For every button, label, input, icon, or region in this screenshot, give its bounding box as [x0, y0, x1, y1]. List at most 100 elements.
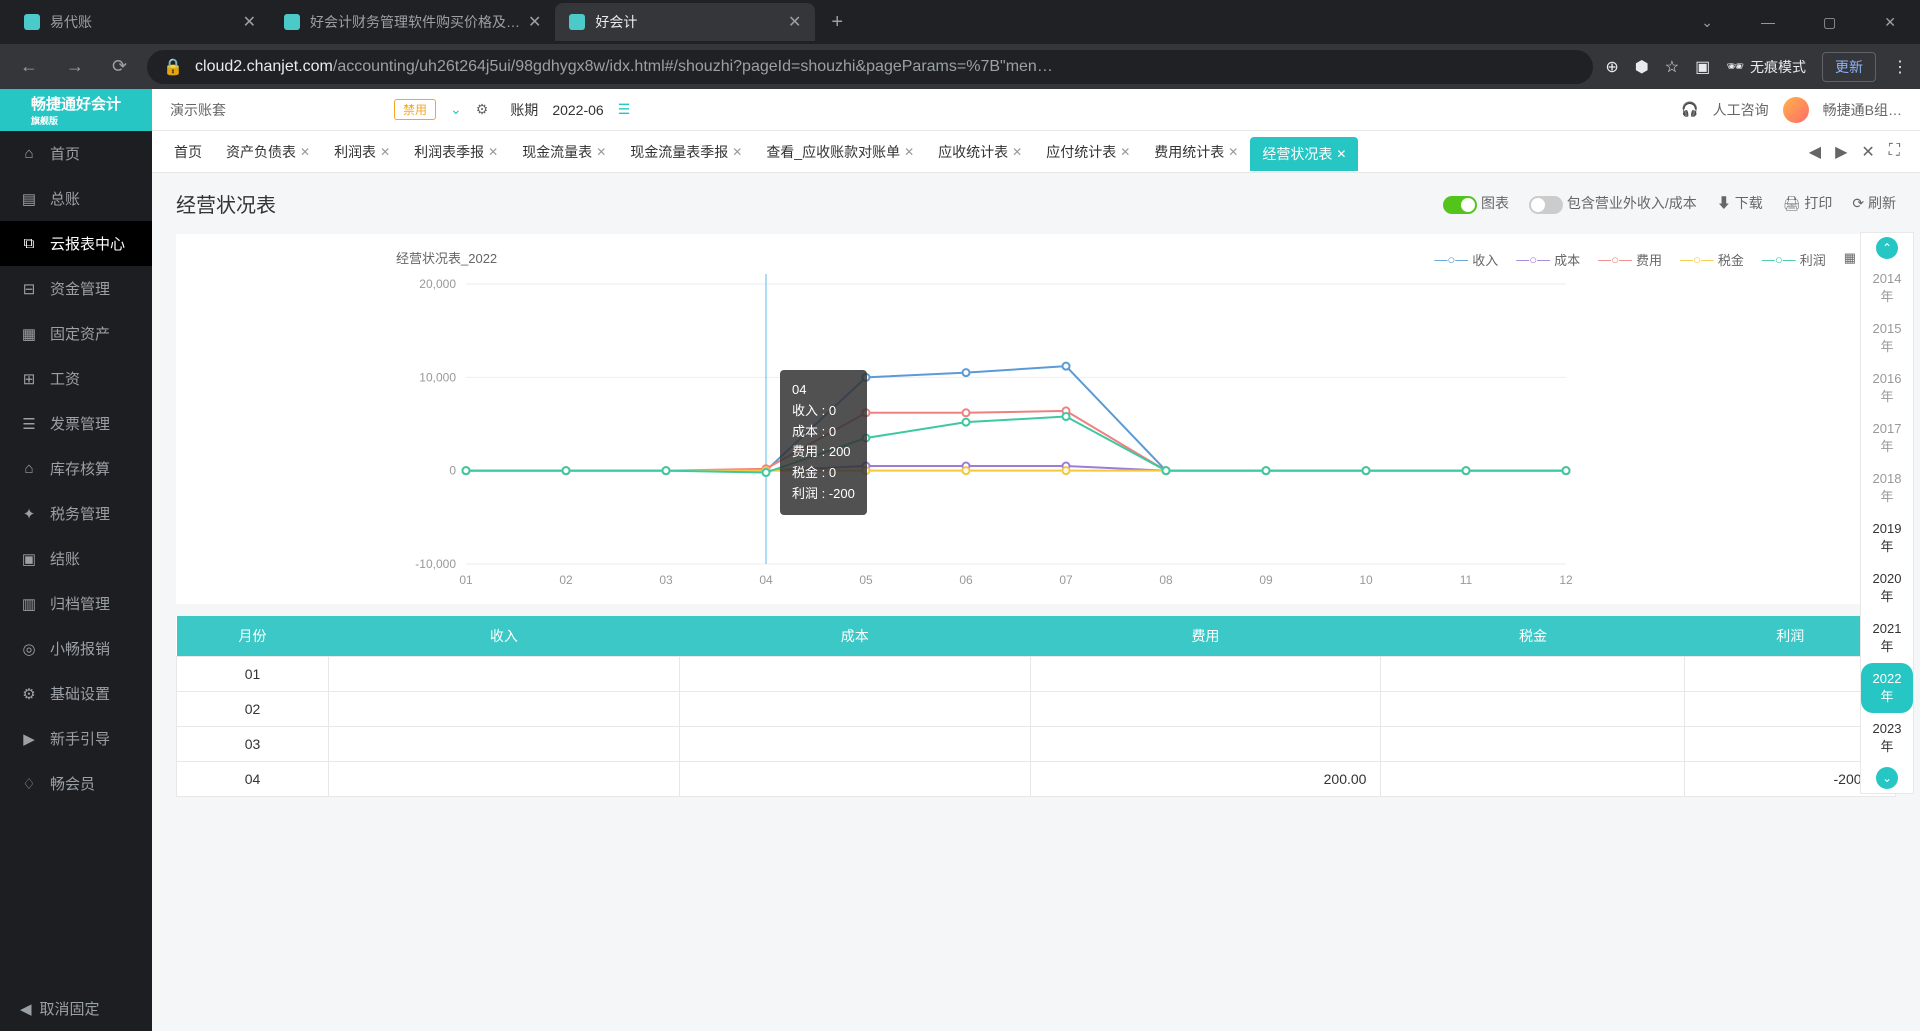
sidebar-item-税务管理[interactable]: ✦税务管理 — [0, 491, 152, 536]
year-item[interactable]: 2023年 — [1861, 713, 1913, 763]
sidebar-item-首页[interactable]: ⌂首页 — [0, 131, 152, 176]
sidebar-item-发票管理[interactable]: ☰发票管理 — [0, 401, 152, 446]
page-tab-close-icon[interactable]: ✕ — [904, 145, 914, 159]
year-item[interactable]: 2021年 — [1861, 613, 1913, 663]
page-tab-close-icon[interactable]: ✕ — [1120, 145, 1130, 159]
tab-title: 好会计 — [595, 12, 780, 32]
sidebar-pin-toggle[interactable]: ◀ 取消固定 — [0, 986, 152, 1031]
page-tab-close-icon[interactable]: ✕ — [1012, 145, 1022, 159]
browser-tab[interactable]: 好会计 ✕ — [555, 3, 815, 41]
update-button[interactable]: 更新 — [1822, 52, 1876, 82]
download-button[interactable]: ⬇ 下载 — [1717, 193, 1763, 213]
extra-toggle[interactable] — [1529, 196, 1563, 214]
sidebar-item-基础设置[interactable]: ⚙基础设置 — [0, 671, 152, 716]
sidebar-item-总账[interactable]: ▤总账 — [0, 176, 152, 221]
sidebar-item-归档管理[interactable]: ▥归档管理 — [0, 581, 152, 626]
account-dropdown-icon[interactable]: ⌄ — [450, 101, 462, 118]
sidebar-item-新手引导[interactable]: ▶新手引导 — [0, 716, 152, 761]
page-tab-现金流量表[interactable]: 现金流量表✕ — [510, 131, 618, 173]
legend-item[interactable]: —○—税金 — [1680, 250, 1744, 269]
page-tab-应付统计表[interactable]: 应付统计表✕ — [1034, 131, 1142, 173]
page-tab-close-icon[interactable]: ✕ — [380, 145, 390, 159]
tab-close-all-icon[interactable]: ✕ — [1861, 142, 1874, 162]
sidebar-item-畅会员[interactable]: ♢畅会员 — [0, 761, 152, 806]
new-tab-button[interactable]: + — [815, 11, 859, 34]
page-tab-费用统计表[interactable]: 费用统计表✕ — [1142, 131, 1250, 173]
tab-close-icon[interactable]: ✕ — [528, 12, 541, 32]
page-tab-利润表季报[interactable]: 利润表季报✕ — [402, 131, 510, 173]
page-tab-应收统计表[interactable]: 应收统计表✕ — [926, 131, 1034, 173]
tab-prev-icon[interactable]: ◀ — [1809, 142, 1821, 162]
tab-close-icon[interactable]: ✕ — [788, 12, 801, 32]
sidebar-item-结账[interactable]: ▣结账 — [0, 536, 152, 581]
url-input[interactable]: 🔒 cloud2.chanjet.com /accounting/uh26t26… — [147, 50, 1593, 84]
year-item[interactable]: 2017年 — [1861, 413, 1913, 463]
nav-forward-icon[interactable]: → — [58, 56, 92, 77]
refresh-button[interactable]: ⟳ 刷新 — [1852, 193, 1896, 213]
legend-toggle-icon[interactable]: ▦ — [1844, 250, 1856, 269]
print-button[interactable]: 🖨 打印 — [1783, 193, 1833, 213]
tab-close-icon[interactable]: ✕ — [243, 12, 256, 32]
window-minimize-icon[interactable]: — — [1737, 14, 1799, 31]
tab-next-icon[interactable]: ▶ — [1835, 142, 1847, 162]
year-down-icon[interactable]: ⌄ — [1876, 767, 1898, 789]
chart-toggle[interactable] — [1443, 196, 1477, 214]
sidebar-item-工资[interactable]: ⊞工资 — [0, 356, 152, 401]
year-item[interactable]: 2019年 — [1861, 513, 1913, 563]
forbid-tag[interactable]: 禁用 — [394, 99, 436, 120]
page-tab-现金流量表季报[interactable]: 现金流量表季报✕ — [618, 131, 754, 173]
nav-reload-icon[interactable]: ⟳ — [104, 56, 135, 77]
page-tab-close-icon[interactable]: ✕ — [732, 145, 742, 159]
legend-item[interactable]: —○—费用 — [1598, 250, 1662, 269]
sidebar-item-固定资产[interactable]: ▦固定资产 — [0, 311, 152, 356]
calendar-icon[interactable]: ☰ — [618, 101, 631, 118]
page-tab-首页[interactable]: 首页 — [162, 131, 214, 173]
page-tab-close-icon[interactable]: ✕ — [488, 145, 498, 159]
window-close-icon[interactable]: ✕ — [1860, 14, 1920, 31]
window-maximize-icon[interactable]: ▢ — [1799, 14, 1860, 31]
year-up-icon[interactable]: ⌃ — [1876, 237, 1898, 259]
tab-fullscreen-icon[interactable]: ⛶ — [1889, 142, 1900, 162]
year-item[interactable]: 2022年 — [1861, 663, 1913, 713]
nav-back-icon[interactable]: ← — [12, 56, 46, 77]
page-tab-label: 查看_应收账款对账单 — [766, 142, 900, 162]
bookmark-icon[interactable]: ☆ — [1665, 57, 1679, 77]
year-item[interactable]: 2020年 — [1861, 563, 1913, 613]
sidebar-item-云报表中心[interactable]: ⧉云报表中心 — [0, 221, 152, 266]
settings-icon[interactable]: ⚙ — [476, 101, 489, 118]
support-label[interactable]: 人工咨询 — [1713, 100, 1769, 120]
browser-tab[interactable]: 好会计财务管理软件购买价格及…✕ — [270, 3, 555, 41]
legend-item[interactable]: —○—利润 — [1762, 250, 1826, 269]
browser-tab[interactable]: 易代账✕ — [10, 3, 270, 41]
year-item[interactable]: 2018年 — [1861, 463, 1913, 513]
page-tab-查看_应收账款对账单[interactable]: 查看_应收账款对账单 ✕ — [754, 131, 926, 173]
menu-icon[interactable]: ⋮ — [1892, 57, 1908, 77]
cell-month: 04 — [177, 762, 329, 797]
window-controls: ⌄ — ▢ ✕ — [1677, 14, 1920, 31]
zoom-icon[interactable]: ⊕ — [1605, 57, 1618, 77]
user-avatar[interactable] — [1783, 97, 1809, 123]
year-item[interactable]: 2014年 — [1861, 263, 1913, 313]
sidebar-item-库存核算[interactable]: ⌂库存核算 — [0, 446, 152, 491]
sidebar-item-资金管理[interactable]: ⊟资金管理 — [0, 266, 152, 311]
reading-list-icon[interactable]: ▣ — [1695, 57, 1710, 77]
window-expand-icon[interactable]: ⌄ — [1677, 14, 1737, 31]
page-tab-close-icon[interactable]: ✕ — [596, 145, 606, 159]
user-name[interactable]: 畅捷通B组… — [1823, 100, 1902, 120]
nav-icon: ☰ — [20, 415, 38, 433]
extension-icon[interactable]: ⬢ — [1635, 57, 1649, 77]
tooltip-row: 费用 : 200 — [792, 442, 855, 463]
legend-item[interactable]: —○—成本 — [1516, 250, 1580, 269]
page-tab-经营状况表[interactable]: 经营状况表✕ — [1250, 137, 1358, 171]
year-item[interactable]: 2016年 — [1861, 363, 1913, 413]
account-name[interactable]: 演示账套 — [170, 100, 226, 120]
page-tab-close-icon[interactable]: ✕ — [1228, 145, 1238, 159]
page-tab-close-icon[interactable]: ✕ — [300, 145, 310, 159]
sidebar-item-小畅报销[interactable]: ◎小畅报销 — [0, 626, 152, 671]
legend-item[interactable]: —○—收入 — [1434, 250, 1498, 269]
year-item[interactable]: 2015年 — [1861, 313, 1913, 363]
period-value[interactable]: 2022-06 — [552, 102, 603, 118]
page-tab-利润表[interactable]: 利润表✕ — [322, 131, 402, 173]
page-tab-close-icon[interactable]: ✕ — [1336, 147, 1346, 161]
page-tab-资产负债表[interactable]: 资产负债表✕ — [214, 131, 322, 173]
